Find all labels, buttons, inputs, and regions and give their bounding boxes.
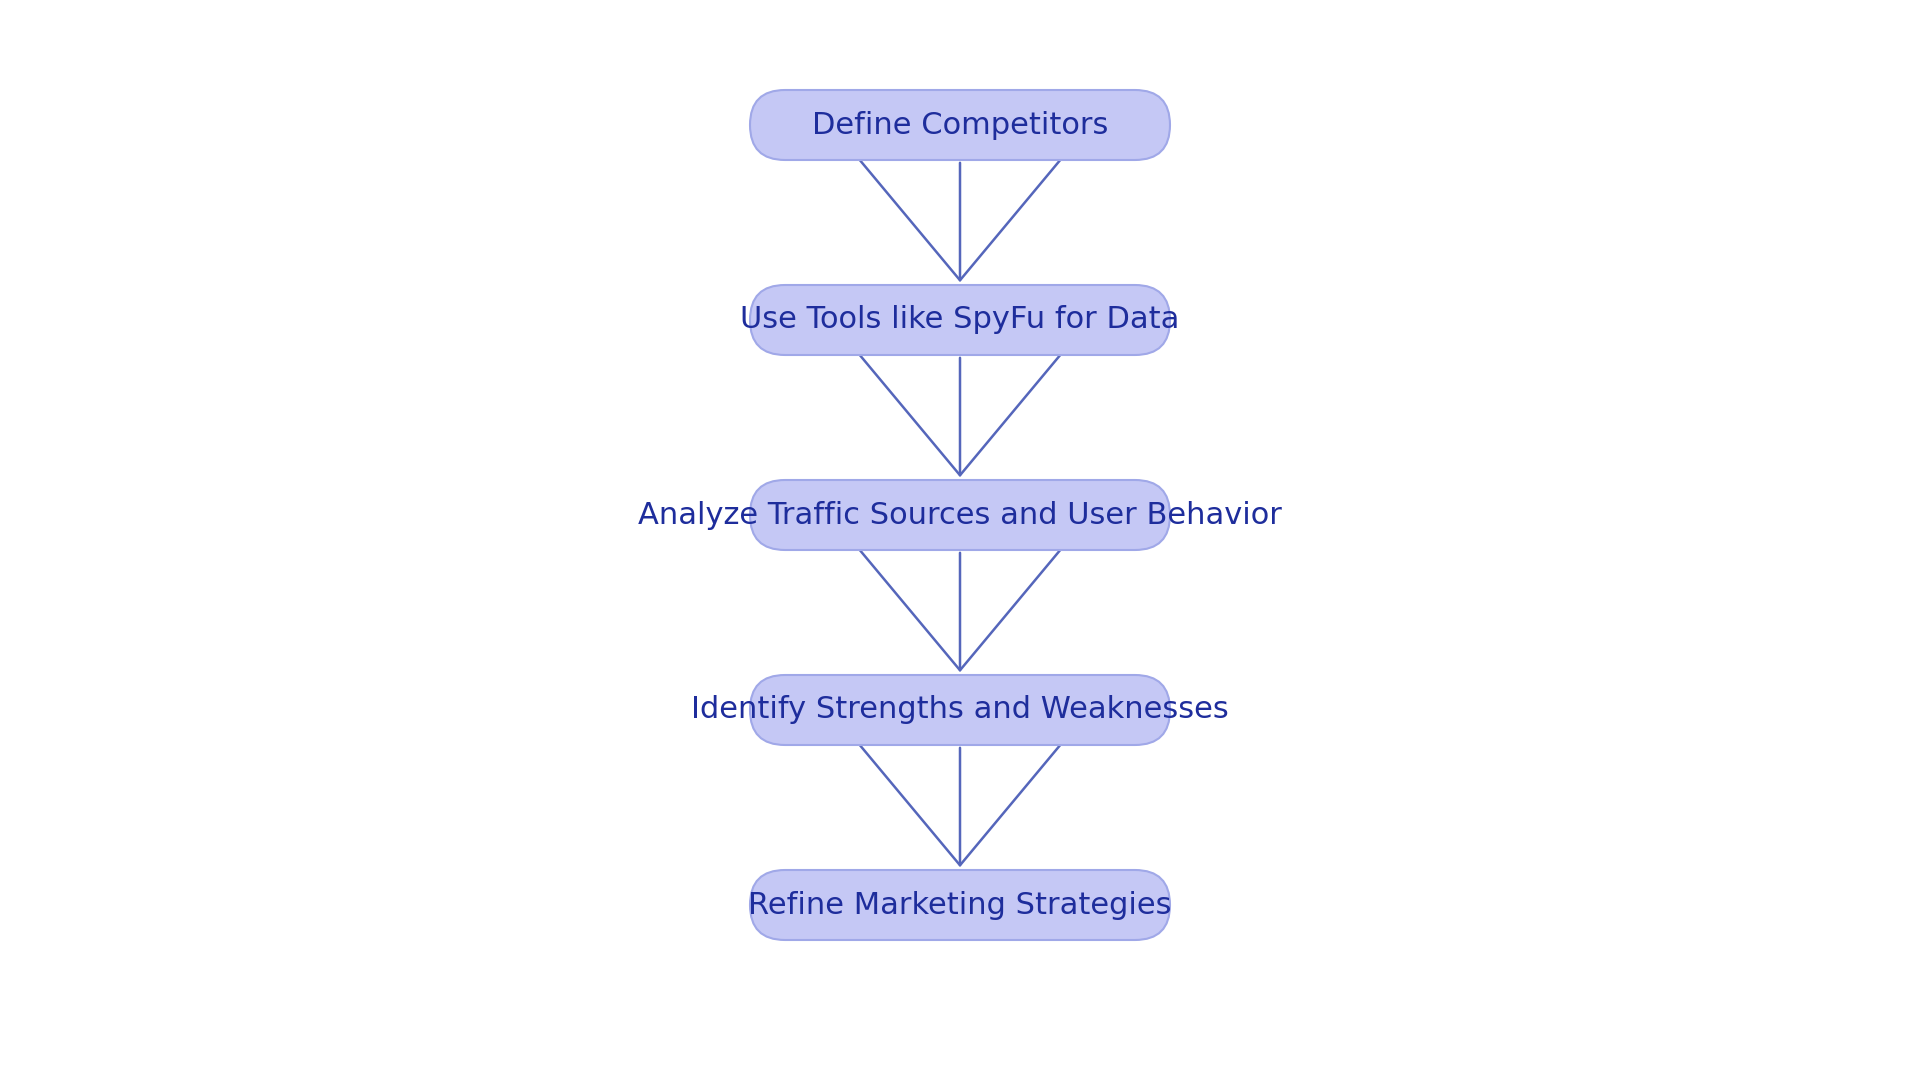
- Text: Use Tools like SpyFu for Data: Use Tools like SpyFu for Data: [741, 305, 1179, 335]
- Text: Refine Marketing Strategies: Refine Marketing Strategies: [749, 890, 1171, 919]
- Text: Analyze Traffic Sources and User Behavior: Analyze Traffic Sources and User Behavio…: [637, 500, 1283, 530]
- FancyBboxPatch shape: [751, 480, 1169, 550]
- FancyBboxPatch shape: [751, 870, 1169, 940]
- Text: Define Competitors: Define Competitors: [812, 110, 1108, 140]
- FancyBboxPatch shape: [751, 90, 1169, 160]
- FancyBboxPatch shape: [751, 285, 1169, 355]
- Text: Identify Strengths and Weaknesses: Identify Strengths and Weaknesses: [691, 695, 1229, 725]
- FancyBboxPatch shape: [751, 675, 1169, 745]
